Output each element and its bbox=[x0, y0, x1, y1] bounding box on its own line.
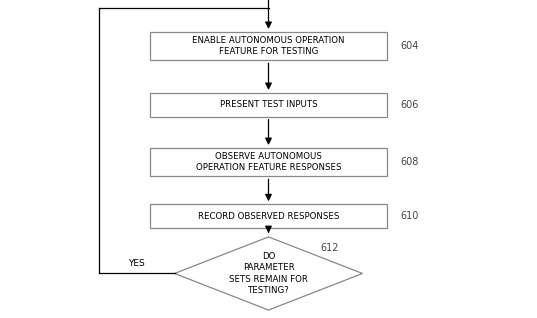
Text: 610: 610 bbox=[400, 211, 418, 221]
Text: 608: 608 bbox=[400, 157, 418, 167]
Text: YES: YES bbox=[128, 259, 146, 268]
Bar bbox=[150, 93, 387, 117]
Text: RECORD OBSERVED RESPONSES: RECORD OBSERVED RESPONSES bbox=[198, 212, 339, 221]
Text: ENABLE AUTONOMOUS OPERATION
FEATURE FOR TESTING: ENABLE AUTONOMOUS OPERATION FEATURE FOR … bbox=[192, 36, 345, 56]
Text: DO
PARAMETER
SETS REMAIN FOR
TESTING?: DO PARAMETER SETS REMAIN FOR TESTING? bbox=[229, 252, 308, 295]
Text: PRESENT TEST INPUTS: PRESENT TEST INPUTS bbox=[220, 100, 317, 109]
Bar bbox=[150, 32, 387, 60]
Text: 604: 604 bbox=[400, 41, 418, 51]
Polygon shape bbox=[175, 237, 362, 310]
Text: 612: 612 bbox=[320, 243, 339, 253]
Bar bbox=[150, 148, 387, 176]
Text: 606: 606 bbox=[400, 100, 418, 110]
Bar bbox=[150, 204, 387, 228]
Text: OBSERVE AUTONOMOUS
OPERATION FEATURE RESPONSES: OBSERVE AUTONOMOUS OPERATION FEATURE RES… bbox=[196, 152, 341, 172]
